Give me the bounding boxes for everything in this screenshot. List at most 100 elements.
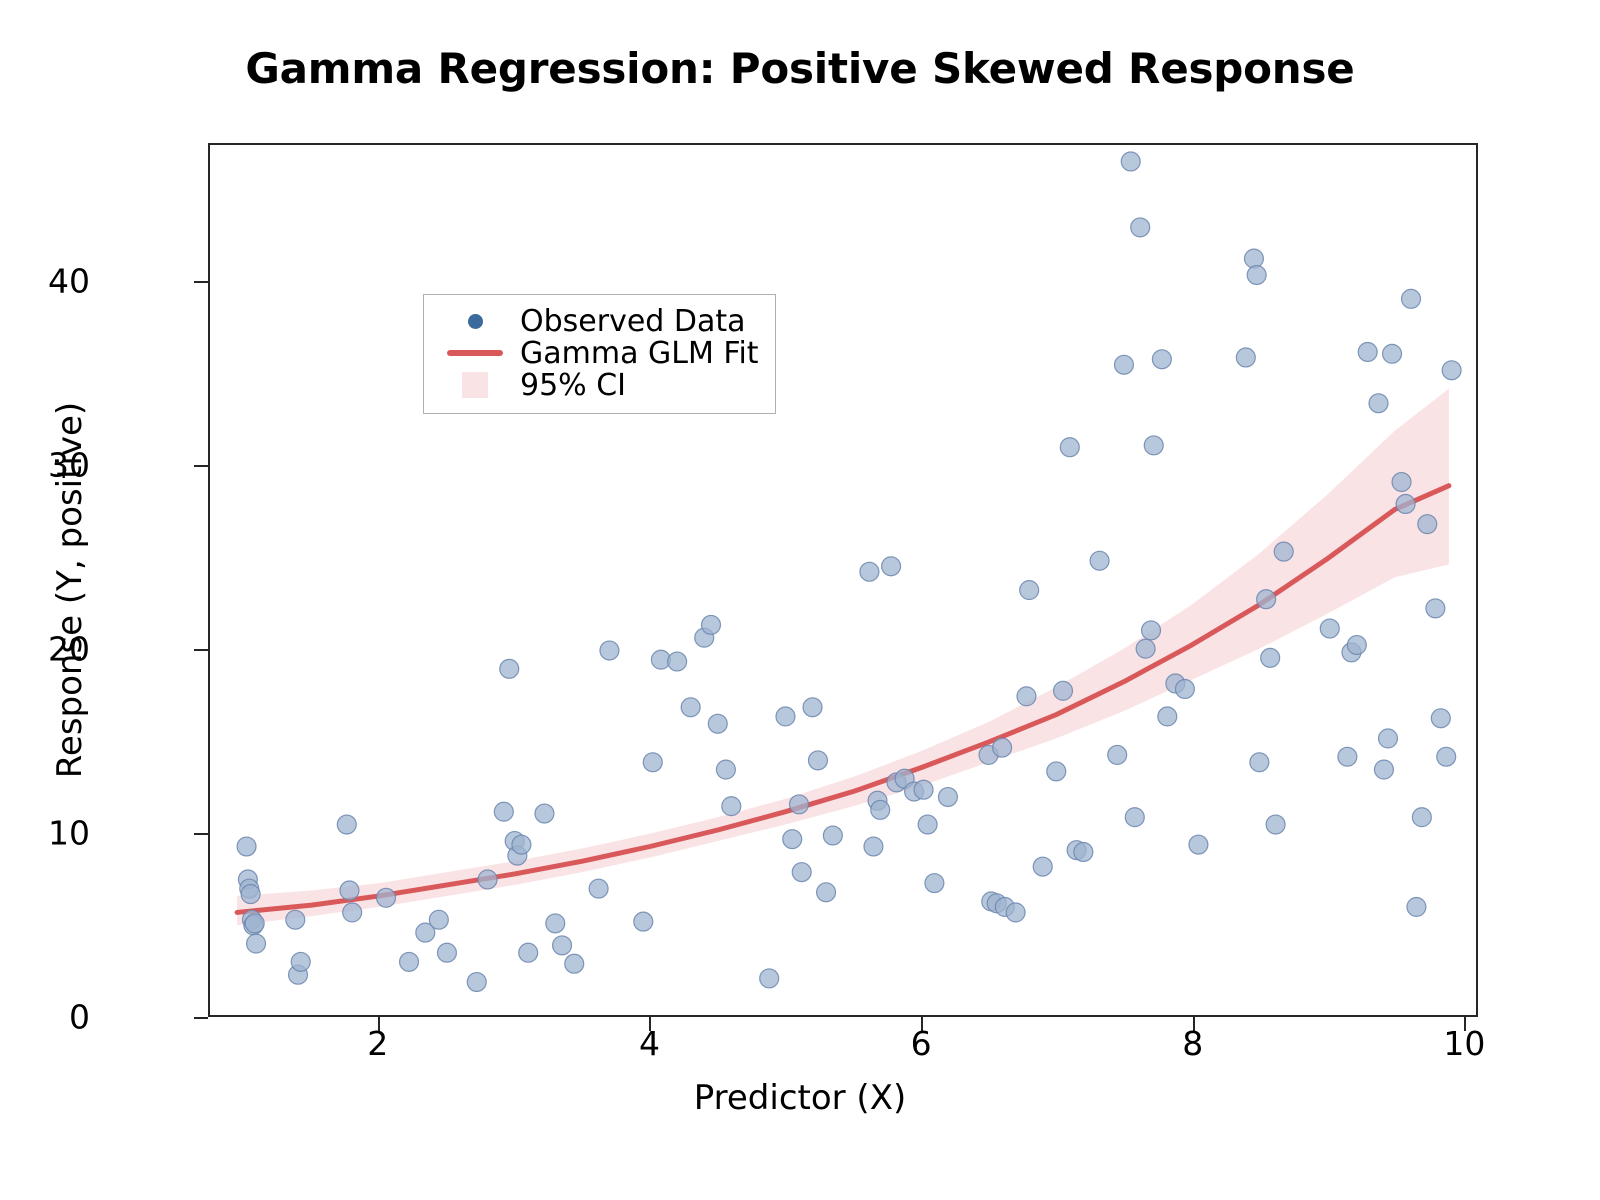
data-point [336, 814, 357, 835]
data-point [1052, 680, 1074, 701]
ci-band-path [237, 388, 1449, 926]
y-tick-label: 40 [48, 261, 90, 301]
data-point [1430, 708, 1451, 729]
data-point [759, 968, 780, 989]
confidence-interval-band [237, 388, 1449, 926]
data-point [1016, 686, 1037, 707]
data-point [1151, 349, 1172, 370]
data-point [285, 909, 306, 930]
data-point [1256, 589, 1277, 610]
data-point [775, 706, 796, 727]
y-tick-mark [194, 833, 208, 835]
data-point [1436, 746, 1457, 767]
y-tick-label: 20 [48, 629, 90, 669]
data-point [924, 873, 945, 894]
data-point [700, 614, 722, 635]
data-point [428, 909, 449, 930]
y-tick-mark [194, 465, 208, 467]
data-point [499, 658, 520, 679]
x-tick-label: 8 [1182, 1024, 1204, 1063]
data-point [244, 913, 265, 934]
data-point [1381, 343, 1403, 364]
data-point [1260, 647, 1281, 668]
x-tick-mark [377, 1017, 380, 1031]
x-tick-label: 2 [367, 1024, 389, 1063]
data-point [398, 951, 420, 972]
data-point [1235, 347, 1256, 368]
legend-item-observed-data[interactable]: Observed Data [438, 304, 759, 339]
chart-legend[interactable]: Observed Data Gamma GLM Fit 95% CI [423, 294, 776, 414]
data-point [1073, 841, 1094, 863]
data-point [245, 933, 267, 954]
data-point [1059, 437, 1080, 458]
data-point [599, 640, 620, 661]
legend-item-confidence-interval[interactable]: 95% CI [438, 367, 759, 403]
legend-item-gamma-glm-fit[interactable]: Gamma GLM Fit [438, 335, 759, 371]
data-point [1032, 856, 1053, 877]
data-point [721, 796, 742, 817]
data-point [588, 878, 609, 899]
data-point [1395, 493, 1416, 515]
y-tick-mark [194, 1017, 208, 1019]
data-point [1425, 598, 1446, 619]
data-point [667, 651, 688, 672]
y-axis-label: Response (Y, positive) [50, 401, 90, 779]
y-tick-label: 30 [48, 445, 90, 485]
plot-area: Observed Data Gamma GLM Fit 95% CI [208, 143, 1478, 1017]
legend-label-confidence-interval: 95% CI [520, 367, 627, 403]
data-point [1406, 896, 1427, 917]
x-tick-label: 4 [638, 1024, 660, 1063]
data-point [477, 869, 498, 890]
data-point [1411, 807, 1432, 828]
data-point [339, 880, 360, 901]
x-tick-label: 6 [910, 1024, 932, 1063]
x-tick-mark [1192, 1017, 1195, 1031]
data-point [1124, 807, 1145, 828]
data-point [290, 951, 311, 972]
data-point [1143, 435, 1164, 456]
data-point [1265, 814, 1286, 835]
data-point [1273, 541, 1294, 562]
data-point [1174, 678, 1195, 700]
y-tick-label: 0 [69, 997, 90, 1037]
data-point [436, 942, 458, 963]
x-tick-mark [649, 1017, 652, 1031]
data-point [807, 750, 829, 771]
data-point [782, 829, 803, 850]
data-point [1120, 151, 1141, 172]
data-point [633, 911, 654, 932]
data-point [1107, 744, 1128, 765]
legend-marker-dot-icon [438, 313, 512, 329]
data-point [1089, 550, 1110, 571]
chart-title: Gamma Regression: Positive Skewed Respon… [245, 44, 1355, 93]
data-point [1373, 759, 1394, 780]
plot-canvas [234, 151, 1462, 993]
legend-marker-line-icon [438, 350, 512, 356]
data-point [1441, 360, 1462, 381]
data-point [375, 887, 397, 908]
data-point [913, 779, 934, 800]
data-point [680, 697, 701, 718]
data-point [493, 801, 514, 822]
data-point [342, 902, 363, 923]
data-point [534, 803, 555, 824]
x-axis-label: Predictor (X) [693, 1078, 907, 1118]
data-point [1319, 618, 1340, 639]
data-point [937, 786, 959, 808]
data-point [802, 697, 823, 718]
data-point [415, 922, 436, 943]
data-point [1130, 217, 1151, 238]
data-point [1377, 728, 1399, 749]
data-point [240, 884, 261, 905]
data-point [1400, 288, 1422, 309]
data-point [1140, 620, 1162, 641]
data-point [1391, 471, 1412, 493]
data-point [1368, 393, 1389, 414]
y-tick-mark [194, 649, 208, 651]
data-point [1249, 752, 1270, 773]
data-point [880, 556, 902, 577]
data-point [1243, 248, 1265, 269]
data-point [1188, 834, 1209, 855]
legend-label-gamma-glm-fit: Gamma GLM Fit [520, 335, 759, 371]
